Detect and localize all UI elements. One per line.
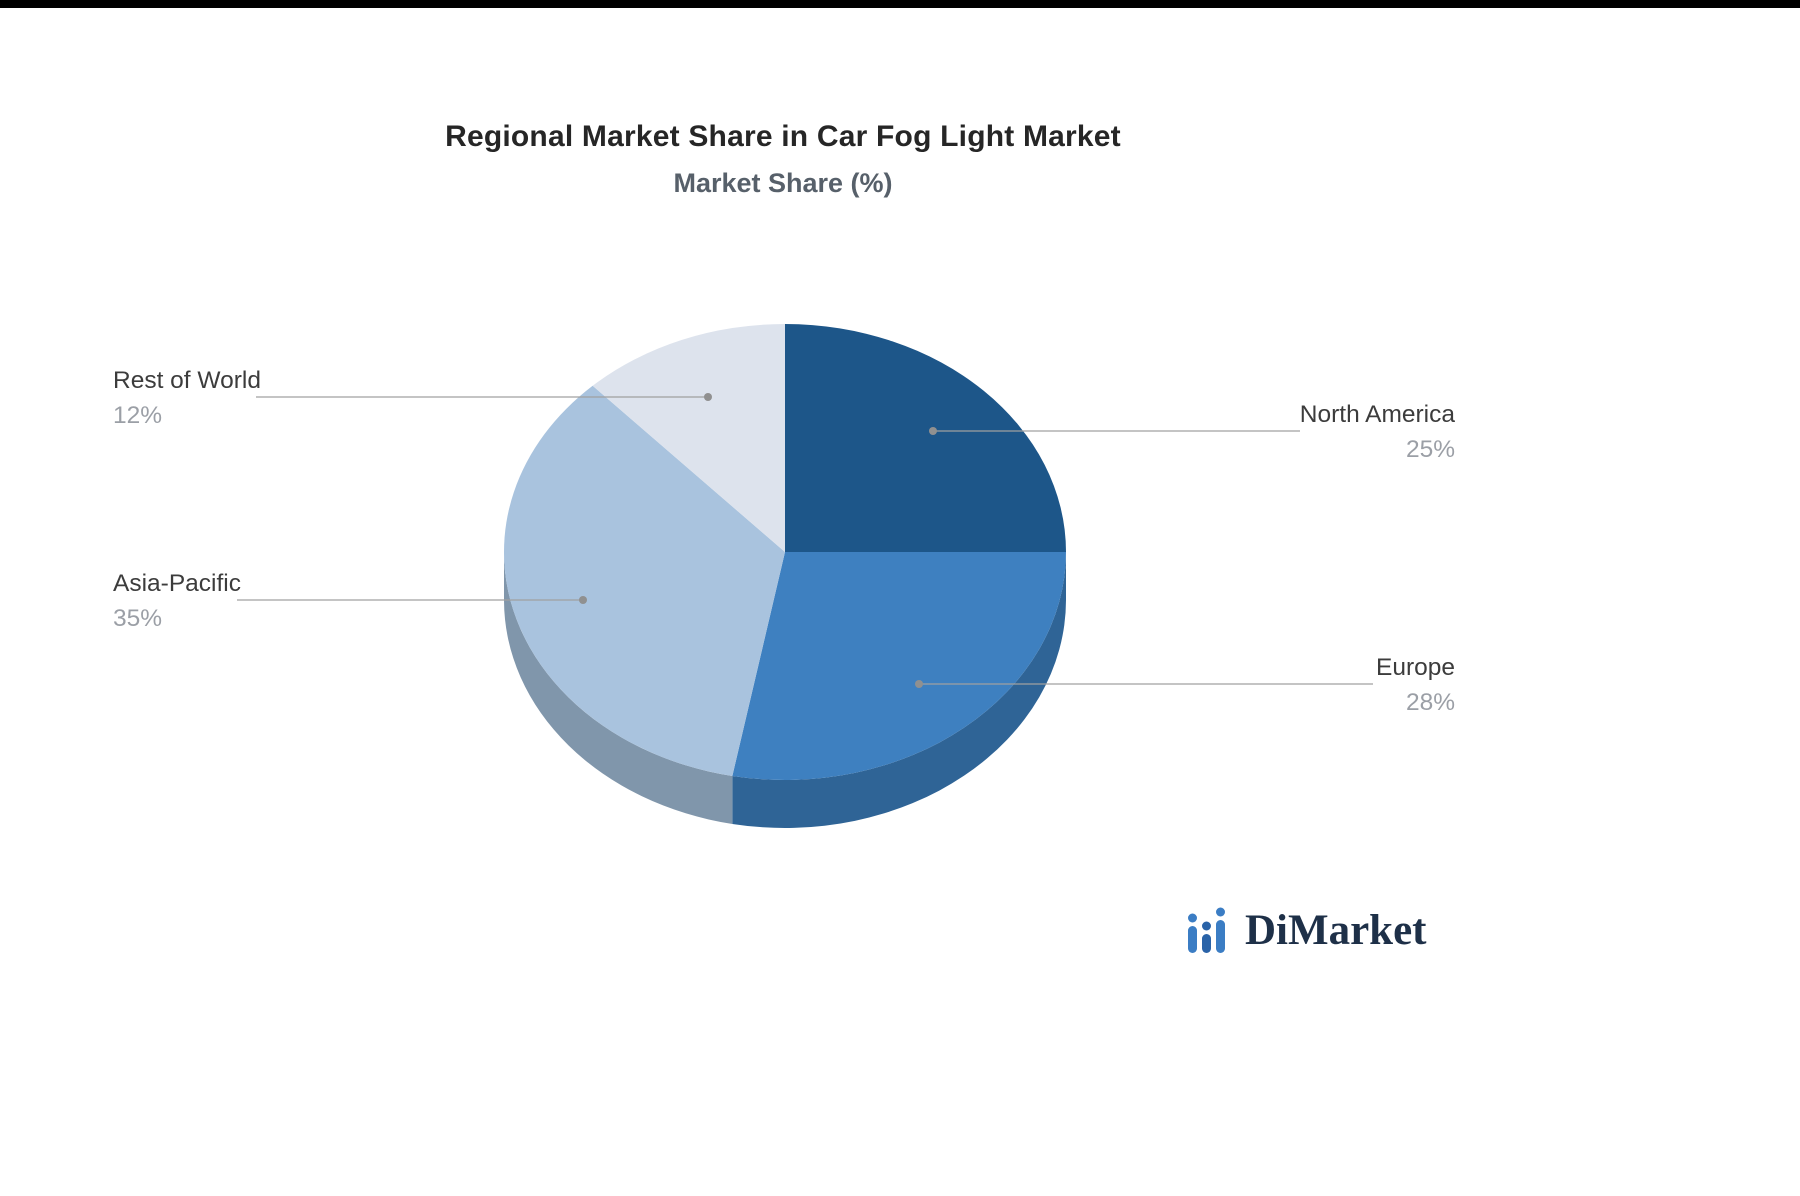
pie-callout-asia-pacific: Asia-Pacific 35%: [113, 569, 241, 634]
slice-label: North America: [1299, 401, 1455, 428]
logo-text: DiMarket: [1245, 907, 1427, 954]
chart-subtitle: Market Share (%): [673, 168, 893, 198]
pie-callout-rest-of-world: Rest of World 12%: [113, 366, 261, 431]
chart-title: Regional Market Share in Car Fog Light M…: [445, 120, 1121, 153]
slice-value: 35%: [113, 605, 163, 632]
bar-chart-icon: [1188, 907, 1225, 953]
dimarket-logo: DiMarket: [1185, 905, 1427, 957]
slice-label: Rest of World: [113, 367, 261, 394]
slice-label: Europe: [1375, 654, 1455, 681]
slice-value: 25%: [1405, 436, 1455, 463]
slice-value: 28%: [1405, 689, 1455, 716]
window-top-edge: [0, 0, 1800, 8]
pie-callout-north-america: North America 25%: [1300, 400, 1455, 465]
slice-label: Asia-Pacific: [113, 570, 241, 597]
slice-value: 12%: [113, 402, 163, 429]
pie-callout-europe: Europe 28%: [1376, 653, 1455, 718]
